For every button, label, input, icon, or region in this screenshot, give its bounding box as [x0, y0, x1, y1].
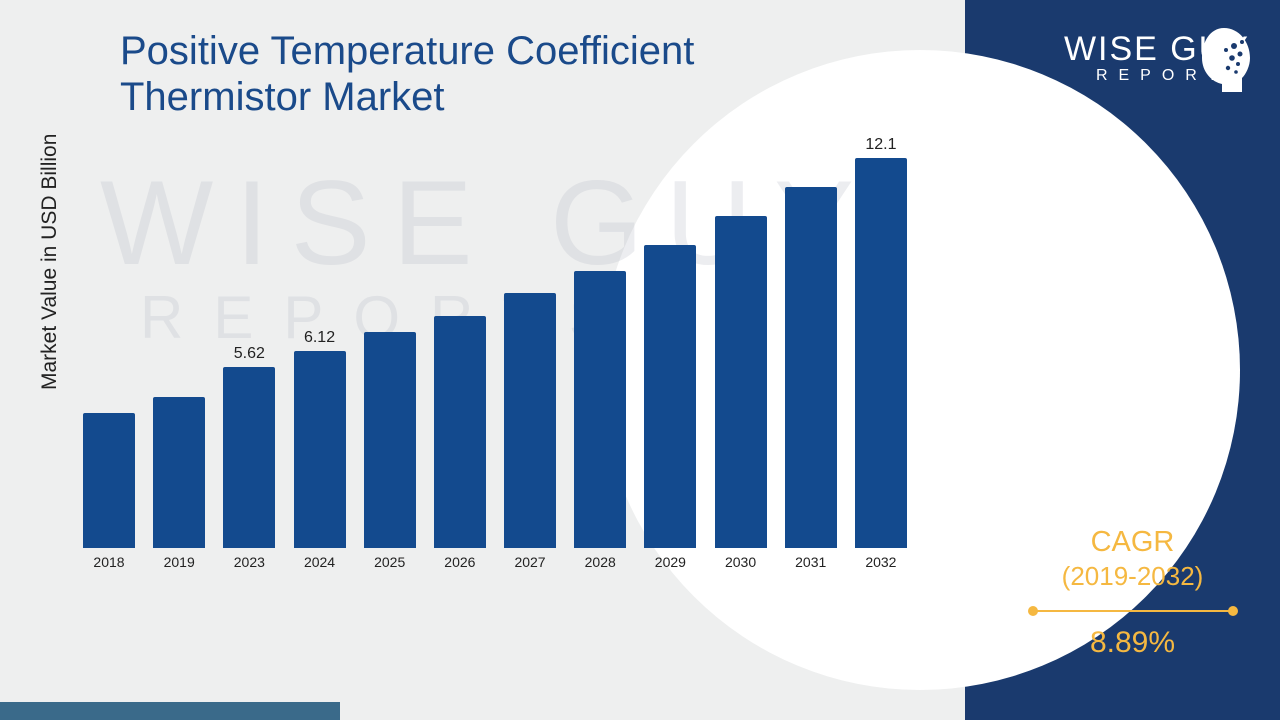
bar-slot: 2026	[431, 316, 489, 570]
x-tick-label: 2018	[93, 554, 124, 570]
title-line1: Positive Temperature Coefficient	[120, 28, 694, 74]
bar-slot: 2029	[641, 245, 699, 570]
bar-slot: 2027	[501, 293, 559, 570]
bar	[364, 332, 416, 548]
title-line2: Thermistor Market	[120, 74, 694, 120]
x-tick-label: 2026	[444, 554, 475, 570]
bar-slot: 2028	[571, 271, 629, 570]
bar: 12.1	[855, 158, 907, 548]
cagr-divider	[1033, 610, 1233, 612]
x-tick-label: 2029	[655, 554, 686, 570]
bar	[504, 293, 556, 548]
x-tick-label: 2019	[164, 554, 195, 570]
bar-slot: 2031	[782, 187, 840, 570]
bar-value-label: 12.1	[865, 136, 896, 154]
page-title: Positive Temperature Coefficient Thermis…	[120, 28, 694, 120]
bar-slot: 2030	[712, 216, 770, 570]
x-tick-label: 2024	[304, 554, 335, 570]
bar	[434, 316, 486, 548]
bar-value-label: 5.62	[234, 345, 265, 363]
x-tick-label: 2032	[865, 554, 896, 570]
cagr-period: (2019-2032)	[1015, 561, 1250, 592]
bar	[153, 397, 205, 548]
x-tick-label: 2023	[234, 554, 265, 570]
bar-slot: 2018	[80, 413, 138, 570]
cagr-value: 8.89%	[1015, 626, 1250, 660]
brand-logo: WISE GUY REPORTS	[1064, 30, 1250, 85]
bar	[574, 271, 626, 548]
bar	[644, 245, 696, 548]
bars-row: 2018 2019 5.62 2023 6.12 2024 2025 2026 2027 2028…	[80, 160, 910, 570]
infographic-canvas: WISE GUY REPORTS Positive Temperature Co…	[0, 0, 1280, 720]
bar	[83, 413, 135, 548]
x-tick-label: 2028	[585, 554, 616, 570]
bar: 6.12	[294, 351, 346, 548]
bar-slot: 2025	[361, 332, 419, 570]
bar	[715, 216, 767, 548]
x-tick-label: 2027	[514, 554, 545, 570]
bottom-accent-strip	[0, 702, 340, 720]
x-tick-label: 2025	[374, 554, 405, 570]
y-axis-label: Market Value in USD Billion	[38, 134, 62, 390]
bar-value-label: 6.12	[304, 329, 335, 347]
bar	[785, 187, 837, 548]
bar: 5.62	[223, 367, 275, 548]
cagr-block: CAGR (2019-2032) 8.89%	[1015, 526, 1250, 660]
head-icon	[1194, 26, 1254, 96]
bar-slot: 6.12 2024	[291, 351, 349, 570]
bar-slot: 12.1 2032	[852, 158, 910, 570]
x-tick-label: 2031	[795, 554, 826, 570]
bar-chart: 2018 2019 5.62 2023 6.12 2024 2025 2026 2027 2028…	[80, 160, 910, 600]
bar-slot: 5.62 2023	[220, 367, 278, 570]
bar-slot: 2019	[150, 397, 208, 570]
cagr-label: CAGR	[1015, 526, 1250, 559]
x-tick-label: 2030	[725, 554, 756, 570]
